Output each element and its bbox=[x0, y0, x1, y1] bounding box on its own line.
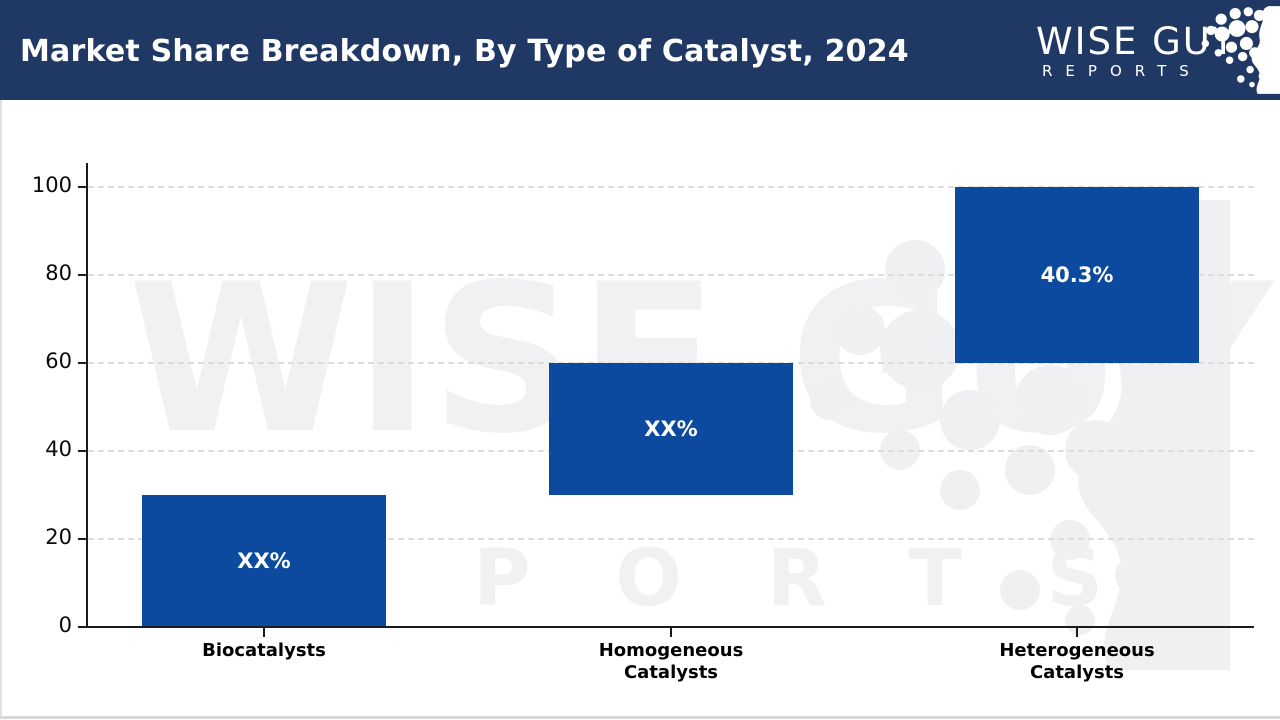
y-tick-label: 60 bbox=[45, 349, 72, 373]
brand-logo: WISE GUY REPORTS bbox=[1028, 0, 1280, 100]
header-band: Market Share Breakdown, By Type of Catal… bbox=[0, 0, 1280, 100]
x-tick-mark bbox=[670, 628, 672, 637]
y-tick-mark bbox=[78, 186, 87, 188]
bar-value-label: XX% bbox=[644, 417, 698, 441]
brand-name: WISE GUY bbox=[1036, 20, 1237, 63]
x-tick-mark bbox=[1076, 628, 1078, 637]
x-category-label-biocatalysts: Biocatalysts bbox=[202, 640, 326, 661]
x-tick-mark bbox=[263, 628, 265, 637]
y-tick-label: 40 bbox=[45, 437, 72, 461]
bar-homogeneous-catalysts: XX% bbox=[549, 363, 793, 495]
head-profile-icon bbox=[1201, 6, 1280, 94]
bar-value-label: 40.3% bbox=[1040, 263, 1114, 287]
y-tick-mark bbox=[78, 362, 87, 364]
y-tick-label: 80 bbox=[45, 261, 72, 285]
bar-heterogeneous-catalysts: 40.3% bbox=[955, 187, 1199, 363]
bar-biocatalysts: XX% bbox=[142, 495, 386, 626]
gridline-20 bbox=[88, 538, 1254, 540]
brand-subname: REPORTS bbox=[1042, 62, 1202, 80]
gridline-100 bbox=[88, 186, 1254, 188]
y-axis-line bbox=[86, 163, 88, 628]
y-tick-mark bbox=[78, 538, 87, 540]
y-tick-label: 100 bbox=[31, 173, 72, 197]
y-tick-mark bbox=[78, 450, 87, 452]
left-edge-border bbox=[0, 100, 2, 718]
bar-value-label: XX% bbox=[237, 548, 291, 573]
x-category-label-homogeneous: Homogeneous Catalysts bbox=[598, 640, 744, 683]
bottom-edge-border bbox=[0, 716, 1280, 719]
page-title: Market Share Breakdown, By Type of Catal… bbox=[20, 34, 909, 69]
y-tick-mark bbox=[78, 274, 87, 276]
y-tick-mark bbox=[78, 626, 87, 628]
gridline-80 bbox=[88, 274, 1254, 276]
y-tick-label: 20 bbox=[45, 525, 72, 549]
x-axis-line bbox=[86, 626, 1254, 628]
x-category-label-heterogeneous: Heterogeneous Catalysts bbox=[999, 640, 1155, 683]
y-tick-label: 0 bbox=[58, 613, 72, 637]
